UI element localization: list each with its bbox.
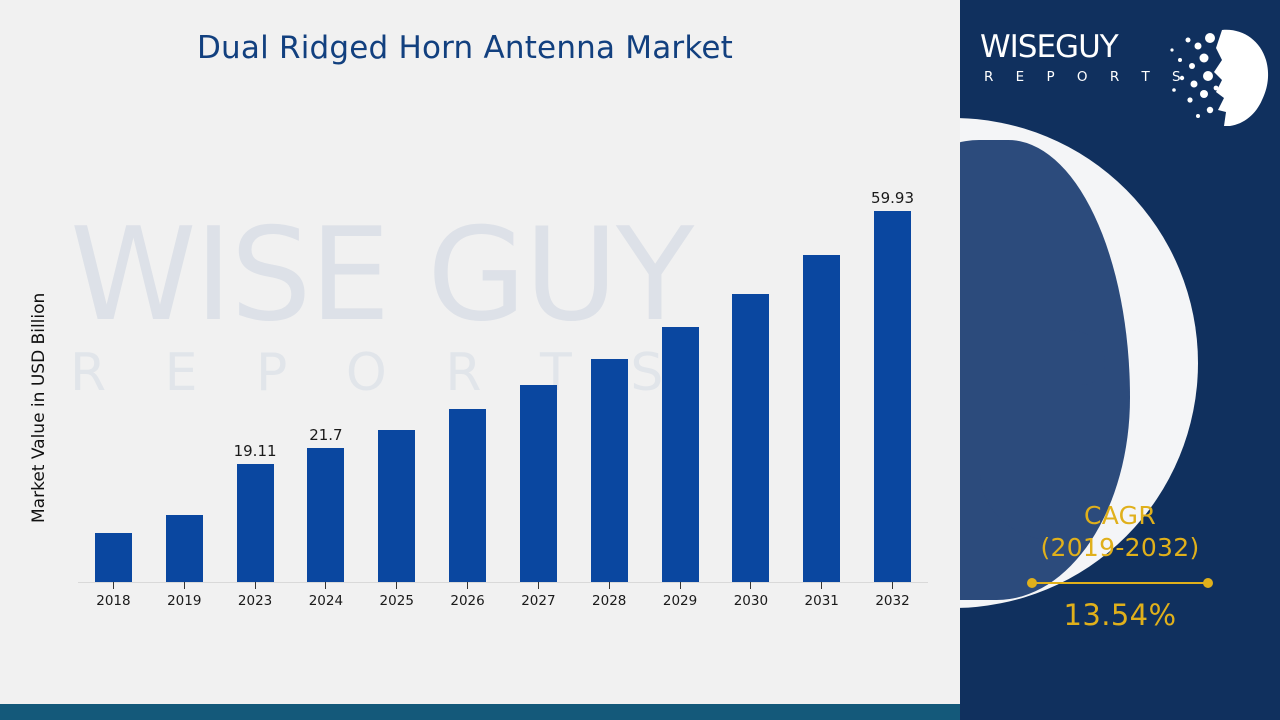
bar-slot: 19.11 [220,180,291,582]
bar-slot: 59.93 [857,180,928,582]
cagr-block: CAGR (2019-2032) 13.54% [960,500,1280,632]
x-tick-mark [183,582,185,589]
x-tick-label: 2030 [733,593,769,609]
x-tick-label: 2023 [237,593,273,609]
x-tick-label: 2019 [167,593,202,609]
x-axis-line [78,582,928,583]
y-axis-label: Market Value in USD Billion [29,292,49,524]
logo-subtitle: R E P O R T S [984,69,1190,85]
x-tick: 2018 [78,582,149,616]
head-profile-chin [980,420,1110,540]
x-tick-label: 2027 [521,593,556,609]
x-tick-mark [537,582,539,589]
cagr-divider-dot-left [1027,578,1037,588]
x-tick-label: 2024 [308,593,344,609]
x-tick-mark [467,582,469,589]
x-tick-mark [325,582,327,589]
bar-slot [574,180,645,582]
x-tick-label: 2028 [592,593,627,609]
x-tick: 2019 [149,582,220,616]
x-tick-label: 2026 [450,593,485,609]
bar[interactable] [661,327,699,582]
bar-slot [786,180,857,582]
cagr-value: 13.54% [1063,598,1177,632]
x-tick: 2030 [715,582,786,616]
x-tick-mark [112,582,114,589]
x-tick: 2027 [503,582,574,616]
bar-slot [78,180,149,582]
bar[interactable] [803,255,841,582]
x-tick-label: 2018 [96,593,131,609]
cagr-divider-dot-right [1203,578,1213,588]
x-tick-mark [254,582,256,589]
bar-slot [361,180,432,582]
bar-value-label: 19.11 [233,442,277,460]
bar-slot [149,180,220,582]
x-tick-label: 2029 [662,593,698,609]
bar[interactable] [449,409,487,582]
bar[interactable] [378,430,416,582]
x-tick-mark [892,582,894,589]
logo-wordmark: WISEGUY [980,29,1119,65]
x-tick-label: 2025 [379,593,414,609]
logo-head-icon [1170,29,1269,126]
x-tick: 2028 [574,582,645,616]
bar-slot: 21.7 [290,180,361,582]
bar[interactable] [732,294,770,582]
bottom-accent-strip [0,704,962,720]
x-tick: 2023 [220,582,291,616]
bar-value-label: 59.93 [871,189,914,207]
x-tick: 2024 [290,582,361,616]
wiseguy-logo: WISEGUY R E P O R T S [980,29,1270,126]
bar[interactable]: 19.11 [234,442,277,582]
bar-slot [645,180,716,582]
bar[interactable] [519,385,557,582]
page-title: Dual Ridged Horn Antenna Market [196,30,734,66]
cagr-title-line-2: (2019-2032) [1040,533,1200,562]
cagr-divider [1027,578,1213,588]
cagr-divider-line [1033,582,1207,584]
x-tick-label: 2031 [804,593,839,609]
brand-panel: WISEGUY R E P O R T S CAGR (2019-2032) [960,0,1280,720]
bar[interactable] [590,359,628,582]
x-tick-label: 2032 [875,593,910,609]
cagr-title-line-1: CAGR [1083,501,1157,530]
x-tick: 2029 [645,582,716,616]
chart-panel: Dual Ridged Horn Antenna Market WISE GUY… [0,30,962,720]
plot-area: 19.11 21.7 59.93 [78,180,928,582]
x-tick-mark [821,582,823,589]
bar-value-label: 21.7 [309,426,343,444]
x-tick: 2032 [857,582,928,616]
bar-slot [432,180,503,582]
bar[interactable]: 21.7 [307,426,345,582]
x-tick-mark [396,582,398,589]
bar-slot [715,180,786,582]
bar-series: 19.11 21.7 59.93 [78,180,928,582]
x-tick: 2026 [432,582,503,616]
x-tick-mark [679,582,681,589]
x-tick-mark [750,582,752,589]
x-axis-ticks: 2018 2019 2023 2024 2025 2026 2027 2028 2029 2030… [78,582,928,616]
bar[interactable] [165,515,203,582]
bar-slot [503,180,574,582]
x-tick: 2031 [786,582,857,616]
bar[interactable]: 59.93 [871,189,914,582]
x-tick: 2025 [361,582,432,616]
bar[interactable] [94,533,132,582]
x-tick-mark [608,582,610,589]
